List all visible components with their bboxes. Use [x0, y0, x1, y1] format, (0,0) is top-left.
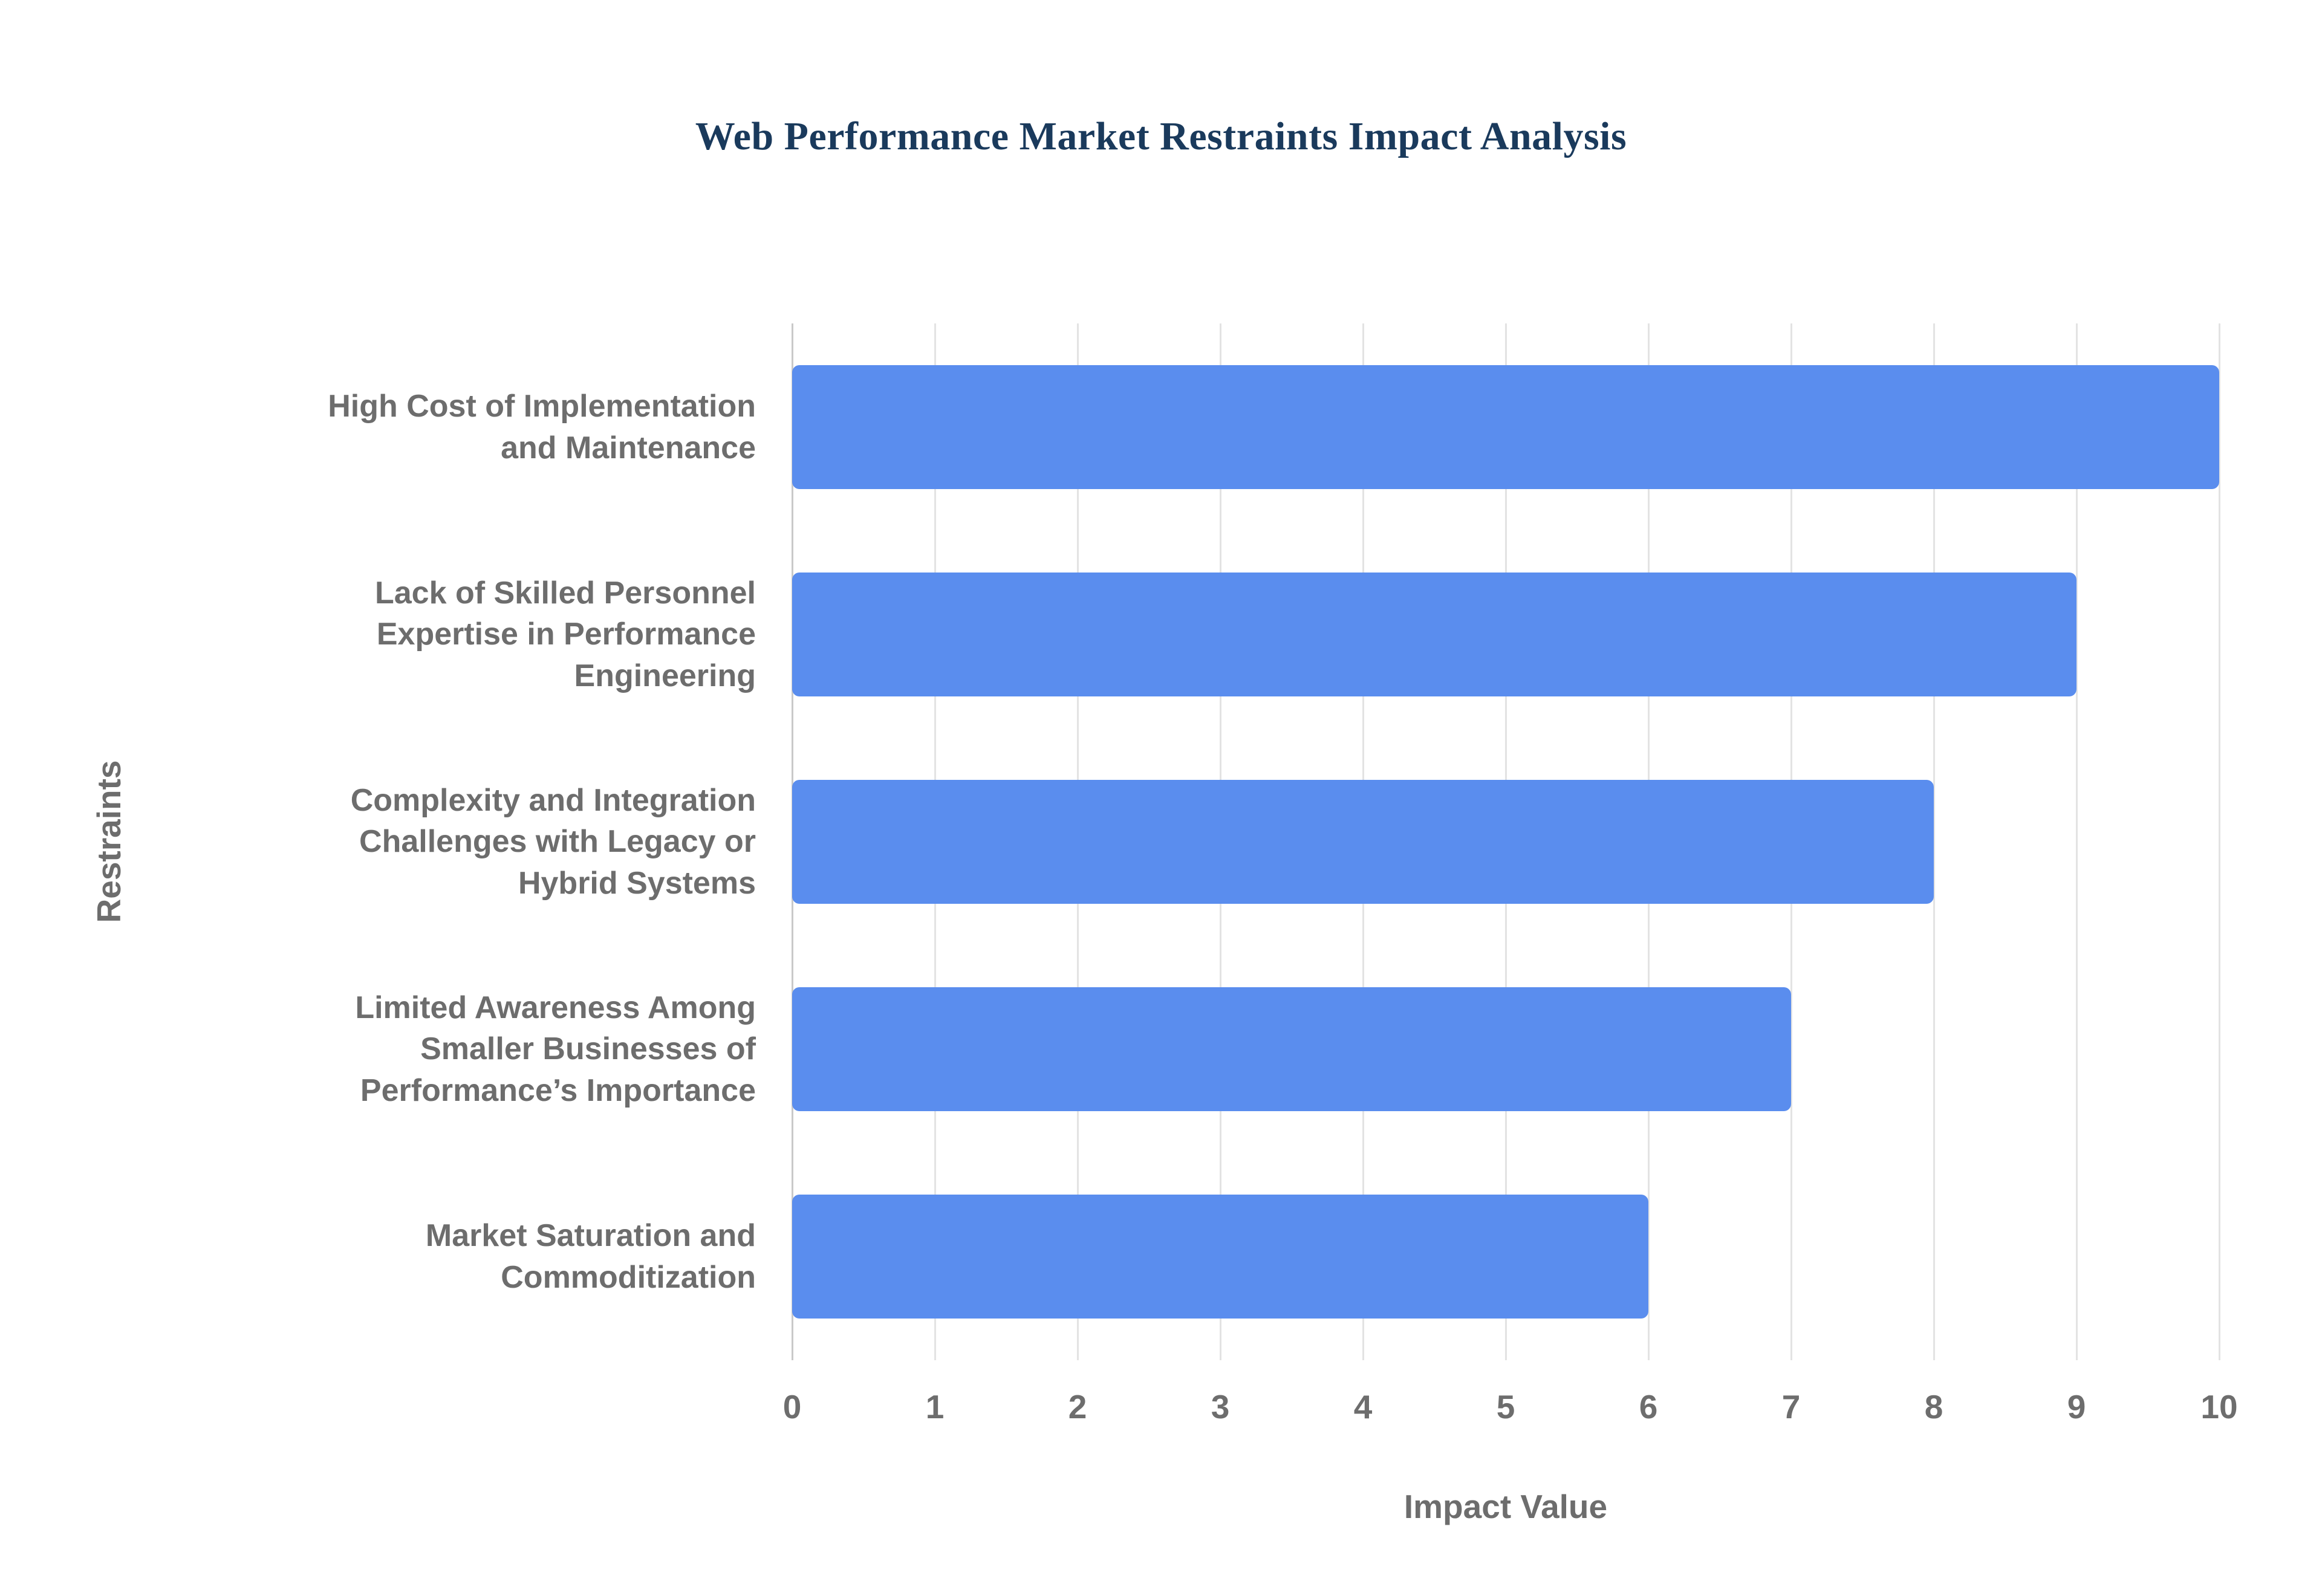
- bar-1: [792, 572, 2076, 697]
- category-label: Complexity and Integration Challenges wi…: [350, 782, 756, 901]
- x-tick-label: 0: [782, 1388, 802, 1426]
- x-tick-label: 2: [1068, 1388, 1087, 1426]
- gridline: [1933, 323, 1935, 1360]
- plot-area: [792, 323, 2220, 1360]
- y-axis-title: Restraints: [90, 760, 128, 923]
- category-labels: High Cost of Implementation and Maintena…: [272, 323, 756, 1360]
- x-tick-labels: 0 1 2 3 4 5 6 7 8 9 10: [783, 1387, 2238, 1436]
- x-tick-label: 4: [1353, 1388, 1373, 1426]
- x-tick-label: 6: [1639, 1388, 1658, 1426]
- category-label: High Cost of Implementation and Maintena…: [328, 388, 756, 465]
- bar-0: [792, 365, 2219, 490]
- x-tick-label: 3: [1211, 1388, 1230, 1426]
- x-tick-label: 5: [1496, 1388, 1515, 1426]
- x-tick-label: 10: [2200, 1388, 2238, 1426]
- bar-4: [792, 1194, 1648, 1319]
- x-tick-label: 8: [1924, 1388, 1943, 1426]
- chart-title: Web Performance Market Restraints Impact…: [695, 114, 1627, 158]
- category-label: Market Saturation and Commoditization: [425, 1218, 756, 1295]
- category-label: Limited Awareness Among Smaller Business…: [355, 990, 756, 1108]
- x-tick-label: 9: [2067, 1388, 2086, 1426]
- bar-3: [792, 987, 1791, 1112]
- bar-2: [792, 779, 1934, 904]
- x-tick-label: 1: [925, 1388, 945, 1426]
- x-axis-title: Impact Value: [1403, 1488, 1608, 1525]
- x-tick-label: 7: [1781, 1388, 1801, 1426]
- gridline: [2076, 323, 2078, 1360]
- gridline: [2219, 323, 2220, 1360]
- category-label: Lack of Skilled Personnel Expertise in P…: [375, 575, 756, 693]
